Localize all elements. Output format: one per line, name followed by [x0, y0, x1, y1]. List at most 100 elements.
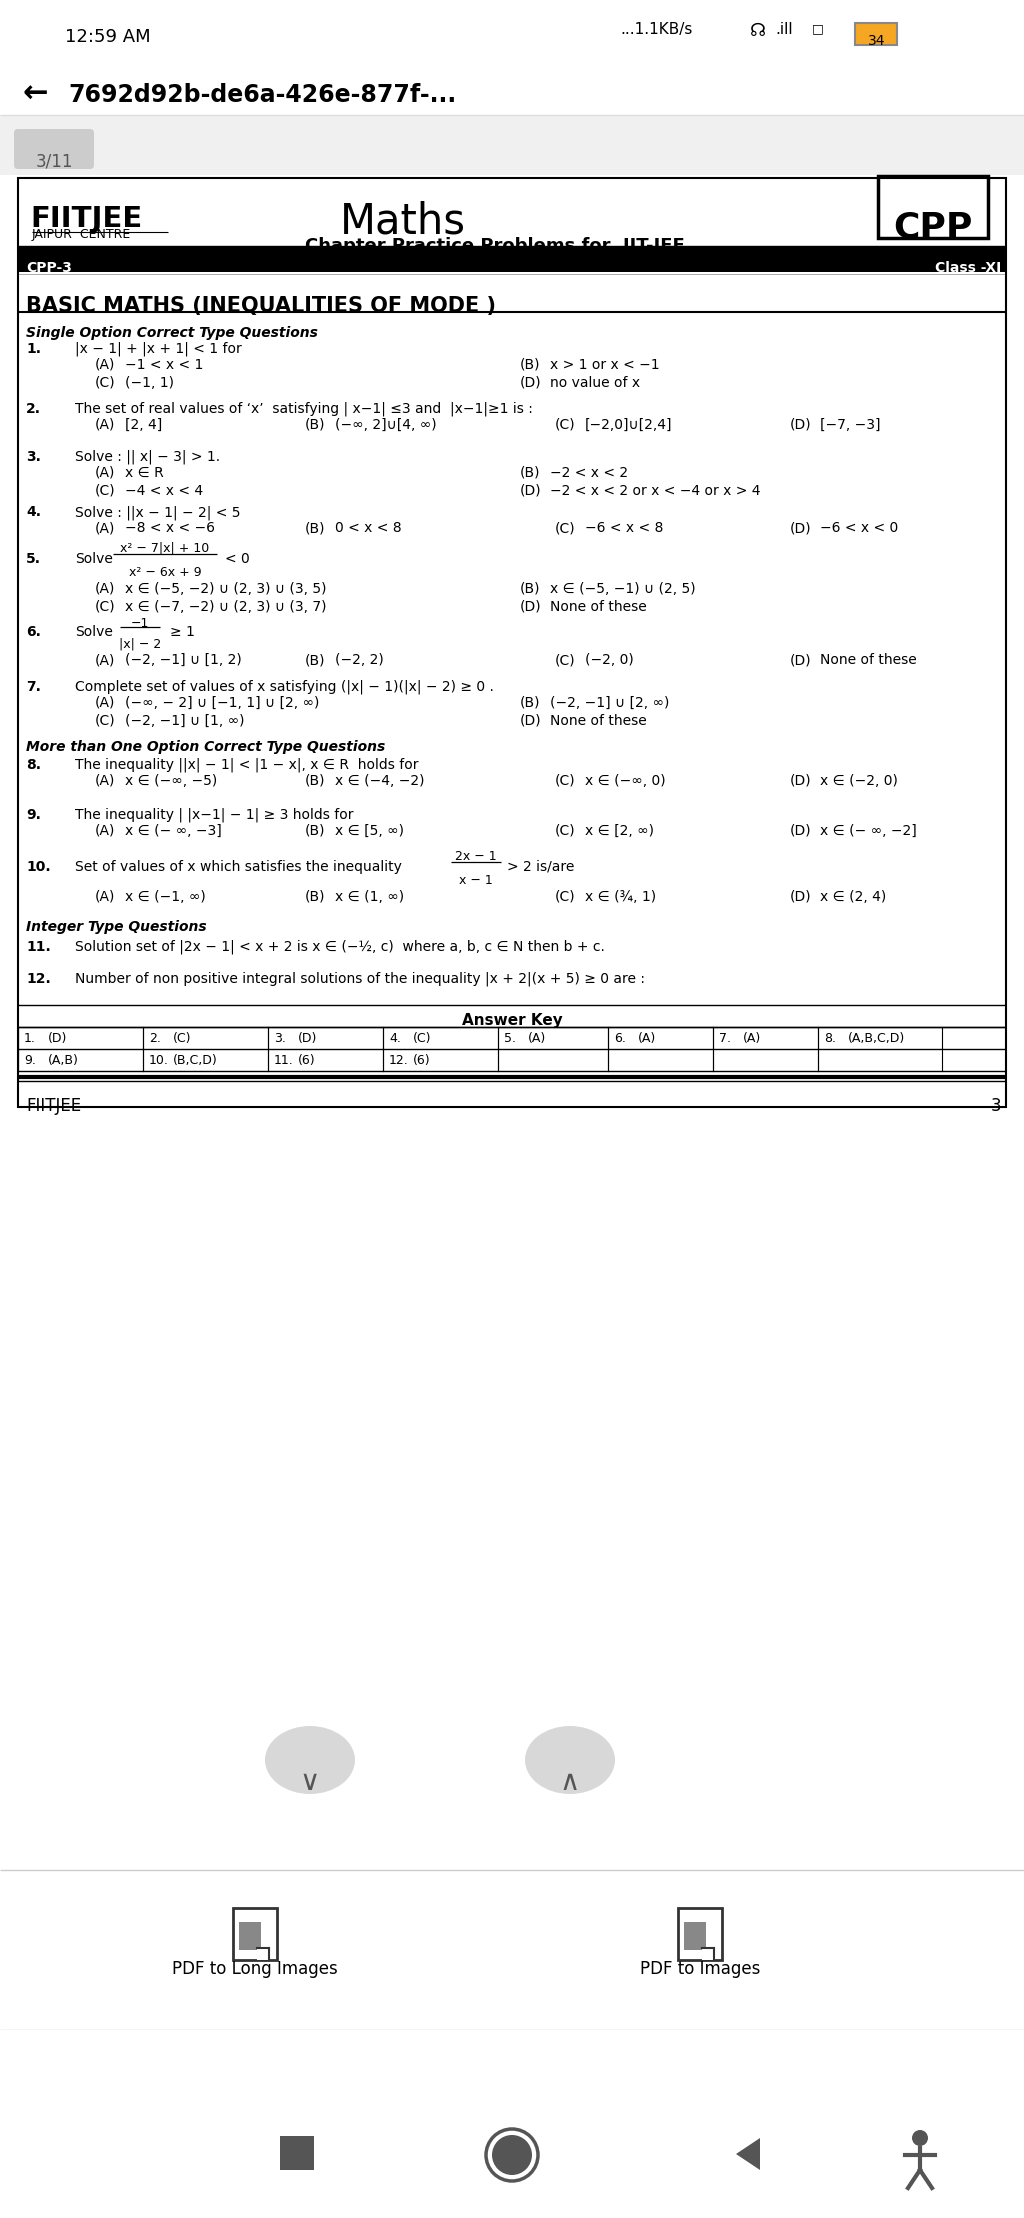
Text: The inequality | |x−1| − 1| ≥ 3 holds for: The inequality | |x−1| − 1| ≥ 3 holds fo… [75, 807, 353, 823]
Text: Answer Key: Answer Key [462, 1014, 562, 1027]
Text: (A): (A) [95, 466, 116, 479]
Text: FIITJEE: FIITJEE [26, 1098, 81, 1116]
Text: (B,C,D): (B,C,D) [173, 1054, 218, 1067]
Bar [684, 1923, 706, 1950]
Text: Solve : || x| − 3| > 1.: Solve : || x| − 3| > 1. [75, 450, 220, 464]
Text: (D): (D) [790, 889, 812, 905]
Text: x ∈ (−∞, −5): x ∈ (−∞, −5) [125, 774, 217, 787]
Bar [18, 177, 1006, 1679]
Text: The inequality ||x| − 1| < |1 − x|, x ∈ R  holds for: The inequality ||x| − 1| < |1 − x|, x ∈ … [75, 759, 419, 772]
Text: 9.: 9. [24, 1054, 36, 1067]
Text: (A): (A) [95, 889, 116, 905]
Text: 10.: 10. [26, 861, 50, 874]
Text: More than One Option Correct Type Questions: More than One Option Correct Type Questi… [26, 741, 385, 754]
Text: (D): (D) [520, 377, 542, 390]
Text: (B): (B) [305, 889, 326, 905]
Ellipse shape [265, 1726, 355, 1794]
Text: ∨: ∨ [300, 1768, 321, 1797]
Text: |x − 1| + |x + 1| < 1 for: |x − 1| + |x + 1| < 1 for [75, 342, 242, 357]
Text: −6 < x < 8: −6 < x < 8 [585, 521, 664, 535]
Text: (B): (B) [520, 466, 541, 479]
Text: > 2 is/are: > 2 is/are [507, 861, 574, 874]
Text: x > 1 or x < −1: x > 1 or x < −1 [550, 357, 659, 373]
Text: [−7, −3]: [−7, −3] [820, 417, 881, 433]
Text: 5.: 5. [504, 1031, 516, 1045]
Text: (D): (D) [790, 774, 812, 787]
Text: (A): (A) [95, 357, 116, 373]
Text: CPP-3: CPP-3 [26, 262, 72, 275]
Text: (A): (A) [95, 696, 116, 710]
Text: −1 < x < 1: −1 < x < 1 [125, 357, 204, 373]
Text: (−2, 0): (−2, 0) [585, 652, 634, 668]
Bar [0, 53, 1024, 115]
Text: 7.: 7. [719, 1031, 731, 1045]
Bar [239, 1923, 261, 1950]
Text: Set of values of x which satisfies the inequality: Set of values of x which satisfies the i… [75, 861, 401, 874]
Circle shape [492, 2136, 532, 2176]
Text: ∧: ∧ [560, 1768, 581, 1797]
Text: x ∈ (1, ∞): x ∈ (1, ∞) [335, 889, 404, 905]
FancyBboxPatch shape [14, 129, 94, 169]
Text: 11.: 11. [274, 1054, 294, 1067]
Text: PDF to Images: PDF to Images [640, 1961, 760, 1978]
Text: 1.: 1. [24, 1031, 36, 1045]
Text: x ∈ (−∞, 0): x ∈ (−∞, 0) [585, 774, 666, 787]
Text: (C): (C) [555, 889, 575, 905]
Text: (D): (D) [298, 1031, 317, 1045]
Text: −2 < x < 2 or x < −4 or x > 4: −2 < x < 2 or x < −4 or x > 4 [550, 484, 761, 499]
Bar [18, 246, 1006, 273]
Text: (−2, −1] ∪ [1, 2): (−2, −1] ∪ [1, 2) [125, 652, 242, 668]
Text: BASIC MATHS (INEQUALITIES OF MODE ): BASIC MATHS (INEQUALITIES OF MODE ) [26, 295, 496, 315]
Text: 7692d92b-de6a-426e-877f-...: 7692d92b-de6a-426e-877f-... [68, 82, 457, 106]
Text: 11.: 11. [26, 940, 51, 954]
Text: None of these: None of these [820, 652, 916, 668]
Text: (B): (B) [305, 652, 326, 668]
Bar [878, 175, 988, 237]
Text: (C): (C) [555, 652, 575, 668]
Text: (A): (A) [638, 1031, 656, 1045]
Bar [0, 2029, 1024, 2218]
Text: (A): (A) [95, 652, 116, 668]
Polygon shape [736, 2138, 760, 2169]
Text: x ∈ (2, 4): x ∈ (2, 4) [820, 889, 886, 905]
Text: (A): (A) [95, 417, 116, 433]
Text: (A,B): (A,B) [48, 1054, 79, 1067]
Text: ←: ← [22, 80, 47, 109]
Text: (D): (D) [790, 825, 812, 838]
Text: (A): (A) [743, 1031, 761, 1045]
Text: (A): (A) [95, 581, 116, 597]
Text: (C): (C) [555, 417, 575, 433]
Text: Solve: Solve [75, 625, 113, 639]
Text: (A): (A) [95, 825, 116, 838]
Text: x ∈ [5, ∞): x ∈ [5, ∞) [335, 825, 404, 838]
Text: (−2, −1] ∪ [2, ∞): (−2, −1] ∪ [2, ∞) [550, 696, 670, 710]
Text: Solve: Solve [75, 552, 113, 566]
Ellipse shape [525, 1726, 615, 1794]
Text: x ∈ (−5, −2) ∪ (2, 3) ∪ (3, 5): x ∈ (−5, −2) ∪ (2, 3) ∪ (3, 5) [125, 581, 327, 597]
Text: 3/11: 3/11 [35, 153, 73, 171]
Text: x² − 7|x| + 10: x² − 7|x| + 10 [121, 541, 210, 554]
Text: (B): (B) [305, 825, 326, 838]
Text: (D): (D) [790, 417, 812, 433]
Text: 6.: 6. [26, 625, 41, 639]
Text: 6.: 6. [614, 1031, 626, 1045]
Text: (A,B,C,D): (A,B,C,D) [848, 1031, 905, 1045]
Text: x ∈ R: x ∈ R [125, 466, 164, 479]
Text: (D): (D) [520, 484, 542, 499]
Text: Complete set of values of x satisfying (|x| − 1)(|x| − 2) ≥ 0 .: Complete set of values of x satisfying (… [75, 681, 494, 694]
Text: −8 < x < −6: −8 < x < −6 [125, 521, 215, 535]
Bar [678, 1907, 722, 1961]
Text: 4.: 4. [389, 1031, 400, 1045]
Text: (6): (6) [298, 1054, 315, 1067]
Text: CPP: CPP [893, 211, 973, 244]
Text: (C): (C) [555, 521, 575, 535]
Text: 3.: 3. [26, 450, 41, 464]
Text: (C): (C) [95, 714, 116, 728]
Text: (C): (C) [95, 484, 116, 499]
Text: 7.: 7. [26, 681, 41, 694]
Text: 8.: 8. [824, 1031, 836, 1045]
Text: (−∞, 2]∪[4, ∞): (−∞, 2]∪[4, ∞) [335, 417, 436, 433]
Text: x ∈ (− ∞, −2]: x ∈ (− ∞, −2] [820, 825, 916, 838]
Text: (D): (D) [520, 601, 542, 614]
Text: (D): (D) [790, 521, 812, 535]
